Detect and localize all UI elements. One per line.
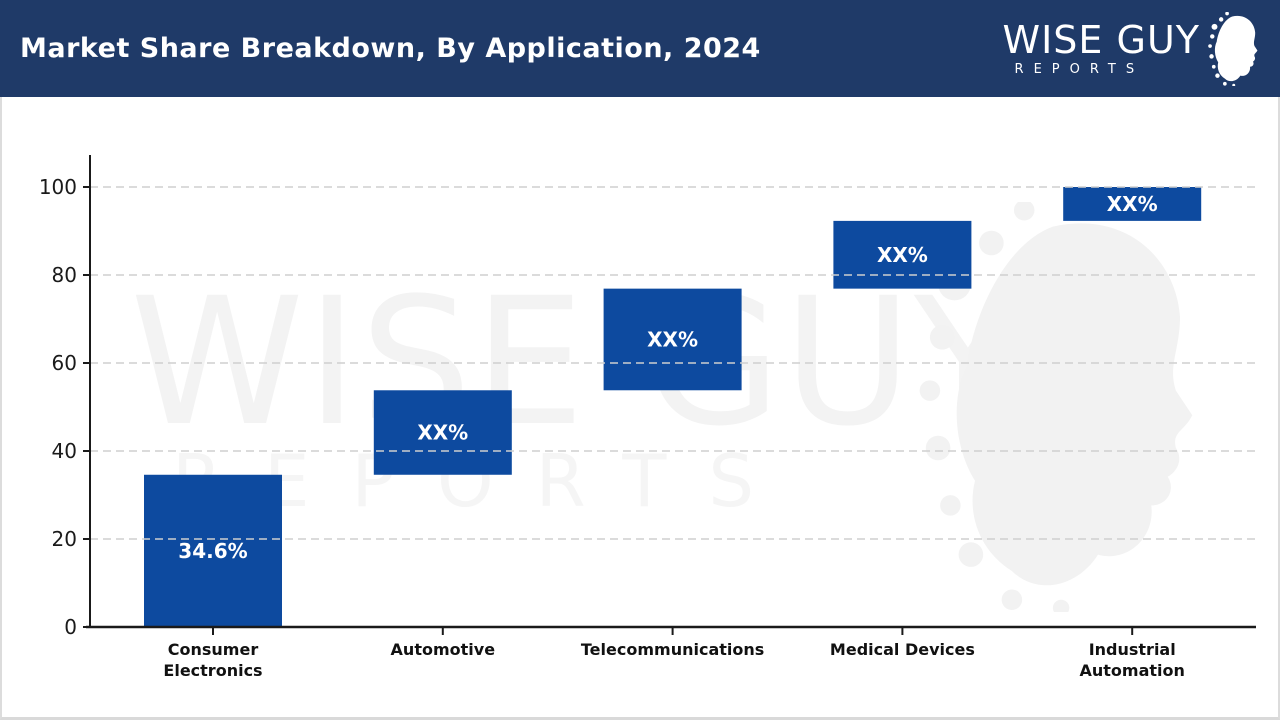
y-tick-label: 20 — [52, 527, 77, 551]
bar-value-label: XX% — [417, 421, 468, 445]
bar-value-label: XX% — [877, 243, 928, 267]
x-category-label: Automation — [1079, 661, 1184, 680]
x-category-label: Automotive — [391, 640, 496, 659]
waterfall-chart: 0 20 40 60 80 100 Consumer Electronics Automotiv… — [39, 155, 1256, 680]
logo-text: WISE GUY REPORTS — [1003, 21, 1200, 76]
bar-segment — [373, 390, 512, 475]
bar-segment — [603, 288, 742, 391]
bar-value-label: XX% — [1107, 192, 1158, 216]
wiseguy-logo: WISE GUY REPORTS — [1003, 12, 1264, 86]
x-category-label: Electronics — [163, 661, 262, 680]
header: Market Share Breakdown, By Application, … — [0, 0, 1280, 97]
chart-area: WISE GUY REPORTS 0 20 40 60 80 100 Consumer Ele… — [0, 97, 1280, 720]
x-category-label: Telecommunications — [581, 640, 764, 659]
y-tick-label: 40 — [52, 439, 77, 463]
bar-segment — [833, 220, 972, 289]
bar-value-label: XX% — [647, 327, 698, 351]
x-category-label: Medical Devices — [830, 640, 975, 659]
bar-value-label: 34.6% — [178, 539, 247, 563]
y-tick-label: 0 — [64, 615, 77, 639]
logo-subtext: REPORTS — [1014, 62, 1145, 77]
chart-title: Market Share Breakdown, By Application, … — [20, 33, 761, 64]
y-tick-label: 80 — [52, 263, 77, 287]
y-tick-label: 60 — [52, 351, 77, 375]
x-category-label: Industrial — [1089, 640, 1176, 659]
y-tick-label: 100 — [39, 175, 77, 199]
logo-wordmark: WISE GUY — [1002, 18, 1200, 62]
bar-segment — [144, 474, 282, 627]
bar-segment — [1063, 187, 1202, 221]
logo-face-icon — [1202, 12, 1264, 86]
x-category-label: Consumer — [168, 640, 259, 659]
